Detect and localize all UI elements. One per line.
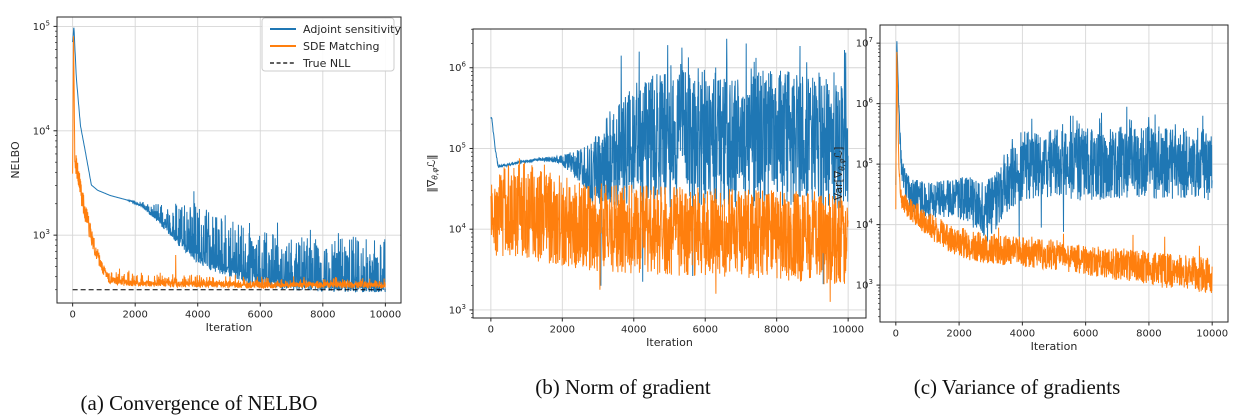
- svg-text:6000: 6000: [1073, 329, 1098, 340]
- series-sde-matching: [895, 51, 1213, 294]
- plot-area-c: [895, 41, 1213, 294]
- svg-text:4000: 4000: [621, 325, 646, 336]
- svg-text:106: 106: [449, 61, 467, 75]
- ticks-a: 103 104 105 0 2000 4000 6000 8000 10000: [33, 19, 401, 320]
- series-sde-matching: [72, 36, 386, 290]
- caption-a: (a) Convergence of NELBO: [80, 391, 318, 415]
- svg-text:8000: 8000: [310, 310, 335, 321]
- svg-text:0: 0: [488, 325, 494, 336]
- ylabel-a: NELBO: [9, 141, 22, 179]
- ylabel-b: ‖∇θ,φℒ‖: [425, 154, 440, 192]
- series-adjoint-sensitivity: [490, 38, 849, 286]
- svg-text:105: 105: [33, 19, 50, 33]
- svg-text:10000: 10000: [832, 325, 864, 336]
- svg-text:104: 104: [33, 124, 51, 138]
- svg-text:2000: 2000: [550, 325, 575, 336]
- axes-spines-b: [472, 28, 867, 319]
- axes-spines-a: [56, 16, 402, 304]
- svg-text:107: 107: [856, 36, 873, 50]
- svg-text:0: 0: [69, 310, 75, 321]
- svg-text:2000: 2000: [122, 310, 147, 321]
- svg-text:4000: 4000: [185, 310, 210, 321]
- caption-c: (c) Variance of gradients: [913, 375, 1121, 399]
- xlabel-a: Iteration: [206, 321, 253, 334]
- ylabel-c: Var[∇θ,φℒ]: [832, 147, 847, 201]
- svg-text:103: 103: [33, 228, 50, 242]
- ticks-b: 103 104 105 106 0 2000 4000 6000 8000 10000: [449, 28, 864, 336]
- series-sde-matching: [490, 158, 849, 302]
- svg-text:6000: 6000: [248, 310, 273, 321]
- svg-text:104: 104: [449, 222, 467, 236]
- panel-a: 103 104 105 0 2000 4000 6000 8000 10000 Iteration…: [9, 16, 402, 334]
- svg-text:2000: 2000: [946, 329, 971, 340]
- ticks-c: 103 104 105 106 107 0 2000 4000 6000 8000 10000: [856, 36, 1228, 339]
- plot-area-a: [72, 27, 386, 293]
- panel-b: 103 104 105 106 0 2000 4000 6000 8000 10000 Iterat…: [425, 28, 867, 349]
- svg-text:103: 103: [449, 303, 466, 317]
- svg-text:106: 106: [856, 97, 874, 111]
- xlabel-b: Iteration: [646, 336, 693, 349]
- legend: Adjoint sensitivity SDE Matching True NLL: [261, 17, 401, 72]
- svg-text:104: 104: [856, 218, 874, 232]
- svg-text:8000: 8000: [764, 325, 789, 336]
- svg-text:8000: 8000: [1136, 329, 1161, 340]
- svg-text:0: 0: [893, 329, 899, 340]
- caption-b: (b) Norm of gradient: [535, 375, 711, 399]
- svg-text:10000: 10000: [1196, 329, 1228, 340]
- plot-area-b: [490, 38, 849, 302]
- legend-label-adjoint-sensitivity: Adjoint sensitivity: [303, 23, 401, 36]
- legend-label-true-nll: True NLL: [302, 57, 351, 70]
- xlabel-c: Iteration: [1031, 340, 1078, 353]
- svg-text:6000: 6000: [693, 325, 718, 336]
- svg-text:103: 103: [856, 278, 873, 292]
- svg-text:10000: 10000: [369, 310, 401, 321]
- svg-text:105: 105: [449, 141, 466, 155]
- svg-text:4000: 4000: [1010, 329, 1035, 340]
- panel-c: 103 104 105 106 107 0 2000 4000 6000 8000 10000 Ite…: [832, 24, 1229, 353]
- legend-label-sde-matching: SDE Matching: [303, 40, 379, 53]
- svg-text:105: 105: [856, 157, 873, 171]
- series-adjoint-sensitivity: [895, 41, 1213, 242]
